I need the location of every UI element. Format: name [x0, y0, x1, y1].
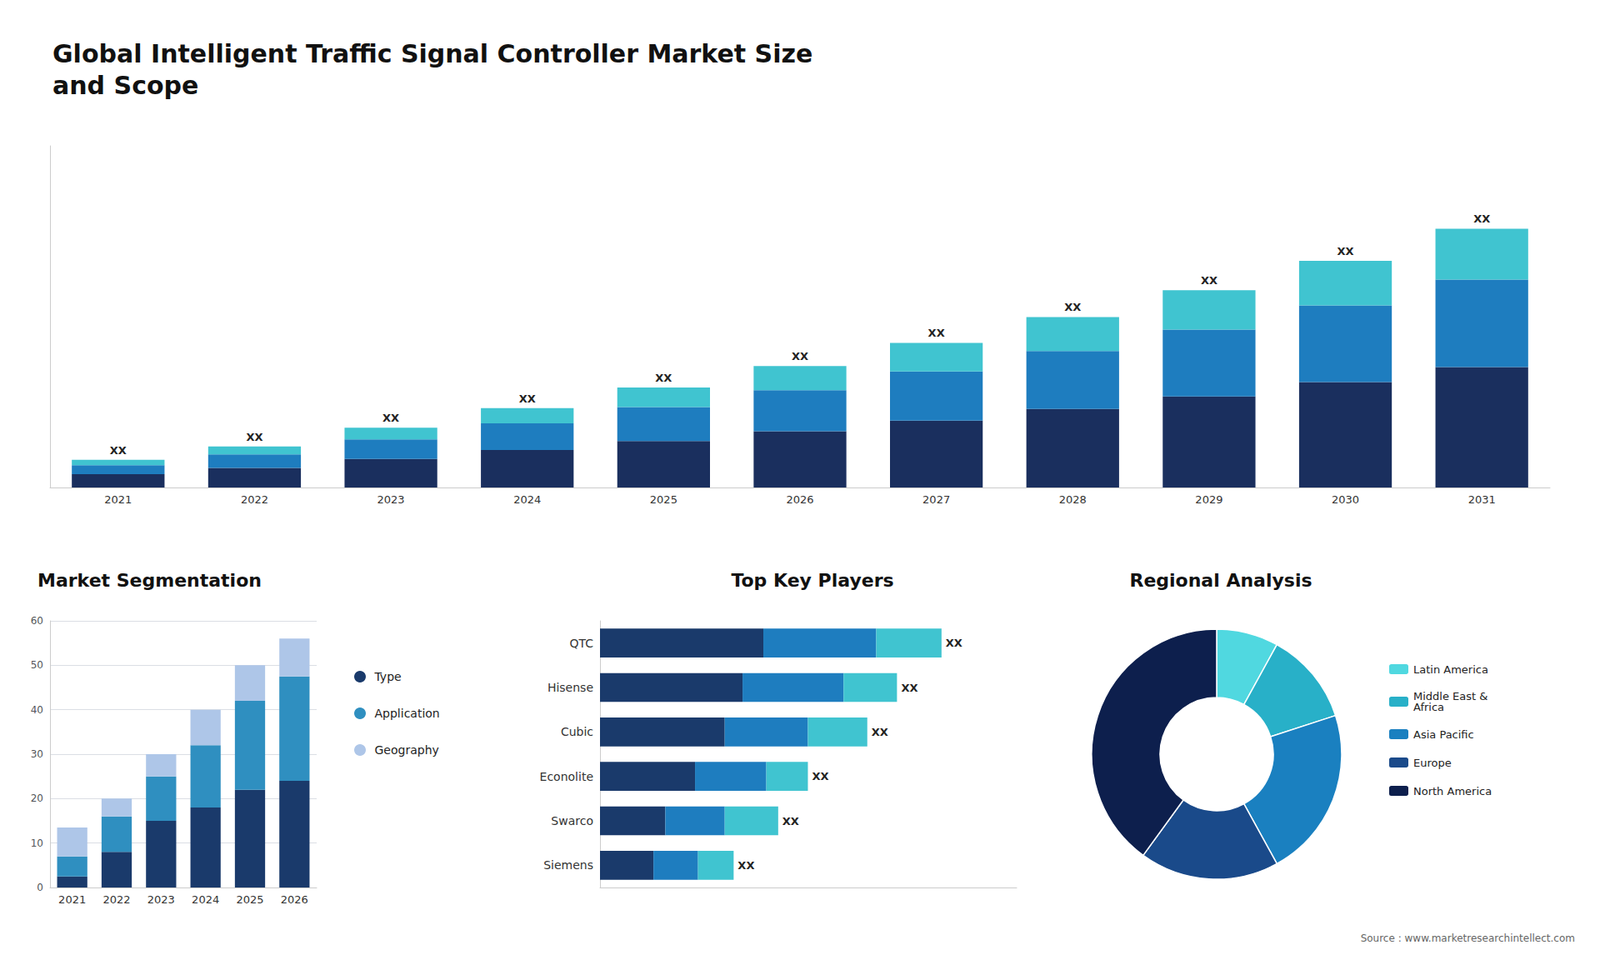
- svg-text:20: 20: [30, 792, 44, 805]
- svg-text:0: 0: [36, 881, 44, 894]
- svg-text:2026: 2026: [280, 893, 309, 906]
- svg-text:40: 40: [30, 704, 44, 716]
- svg-text:60: 60: [30, 615, 44, 627]
- svg-text:Econolite: Econolite: [540, 770, 594, 784]
- svg-text:Source : www.marketresearchint: Source : www.marketresearchintellect.com: [1360, 932, 1575, 945]
- svg-text:2029: 2029: [1195, 493, 1223, 506]
- svg-text:XX: XX: [811, 770, 829, 783]
- svg-text:2030: 2030: [1331, 493, 1360, 506]
- svg-text:Africa: Africa: [1413, 700, 1445, 714]
- svg-text:2025: 2025: [650, 493, 678, 506]
- svg-text:and Scope: and Scope: [52, 70, 199, 100]
- svg-text:XX: XX: [382, 411, 400, 425]
- svg-text:XX: XX: [110, 444, 127, 457]
- svg-text:XX: XX: [1064, 300, 1081, 314]
- svg-text:Top Key Players: Top Key Players: [730, 570, 894, 591]
- svg-text:30: 30: [30, 748, 44, 760]
- svg-text:2028: 2028: [1059, 493, 1087, 506]
- svg-text:2031: 2031: [1468, 493, 1496, 506]
- svg-text:Siemens: Siemens: [543, 858, 594, 872]
- svg-text:Latin America: Latin America: [1413, 663, 1489, 676]
- svg-text:Type: Type: [374, 670, 402, 684]
- svg-text:XX: XX: [900, 681, 918, 695]
- svg-text:2023: 2023: [147, 893, 175, 906]
- svg-text:Application: Application: [375, 706, 440, 720]
- svg-text:2022: 2022: [102, 893, 130, 906]
- svg-text:XX: XX: [928, 326, 945, 340]
- svg-text:Regional Analysis: Regional Analysis: [1129, 570, 1312, 591]
- svg-text:Market Segmentation: Market Segmentation: [37, 570, 262, 591]
- svg-text:2021: 2021: [104, 493, 132, 506]
- svg-text:50: 50: [30, 659, 44, 671]
- svg-text:XX: XX: [245, 430, 263, 444]
- svg-text:Geography: Geography: [375, 743, 440, 757]
- svg-text:Hisense: Hisense: [547, 680, 594, 695]
- svg-text:2021: 2021: [58, 893, 86, 906]
- svg-text:Global Intelligent Traffic Sig: Global Intelligent Traffic Signal Contro…: [52, 39, 813, 69]
- svg-text:Asia Pacific: Asia Pacific: [1413, 728, 1475, 741]
- svg-text:2024: 2024: [513, 493, 541, 506]
- svg-text:2022: 2022: [240, 493, 269, 506]
- svg-text:2024: 2024: [191, 893, 220, 906]
- svg-text:XX: XX: [655, 371, 672, 385]
- svg-text:XX: XX: [1200, 274, 1218, 287]
- svg-text:Cubic: Cubic: [560, 725, 594, 739]
- svg-text:XX: XX: [737, 859, 755, 872]
- svg-text:XX: XX: [945, 636, 963, 650]
- svg-text:XX: XX: [871, 725, 889, 739]
- svg-text:North America: North America: [1413, 785, 1492, 798]
- svg-text:XX: XX: [791, 350, 809, 363]
- svg-text:2026: 2026: [785, 493, 814, 506]
- svg-text:10: 10: [30, 837, 44, 850]
- svg-text:2027: 2027: [922, 493, 950, 506]
- svg-text:QTC: QTC: [569, 636, 594, 650]
- svg-text:Europe: Europe: [1413, 756, 1452, 770]
- svg-text:Middle East &: Middle East &: [1413, 690, 1488, 703]
- svg-text:XX: XX: [1337, 245, 1355, 258]
- svg-text:Swarco: Swarco: [550, 814, 594, 828]
- svg-text:XX: XX: [1473, 212, 1490, 225]
- svg-text:XX: XX: [519, 392, 536, 405]
- svg-text:2023: 2023: [377, 493, 405, 506]
- svg-text:2025: 2025: [235, 893, 264, 906]
- svg-text:XX: XX: [782, 815, 800, 828]
